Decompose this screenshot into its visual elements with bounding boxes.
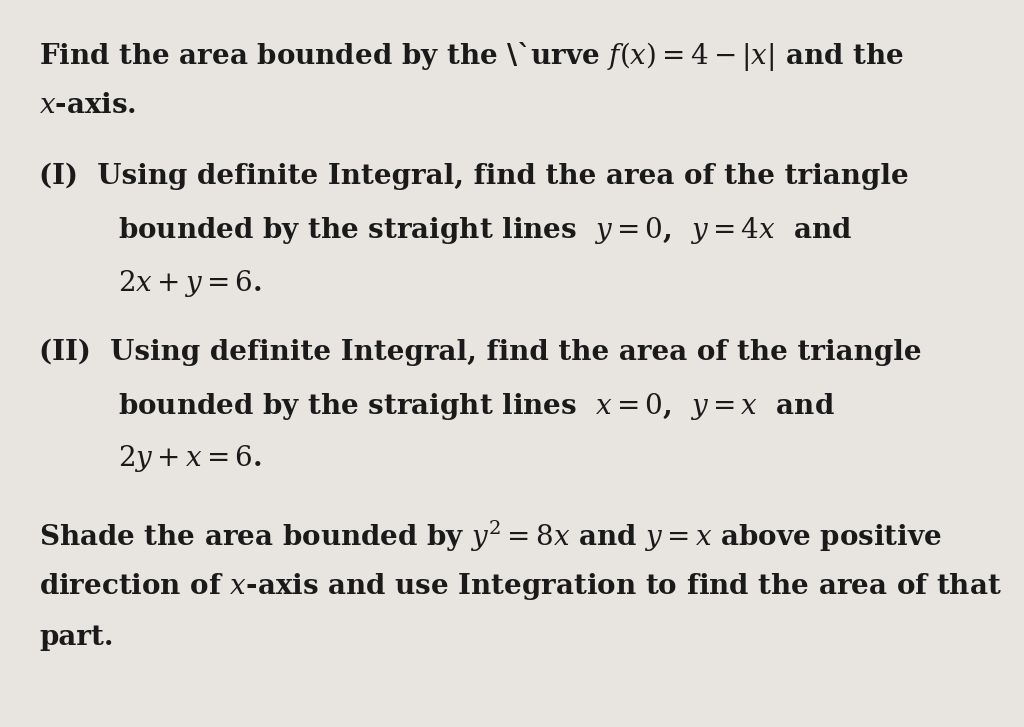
Text: $2x+y=6$.: $2x+y=6$. [118, 268, 261, 299]
Text: bounded by the straight lines  $y=0$,  $y=4x$  and: bounded by the straight lines $y=0$, $y=… [118, 215, 852, 246]
Text: (I)  Using definite Integral, find the area of the triangle: (I) Using definite Integral, find the ar… [39, 163, 908, 190]
Text: (II)  Using definite Integral, find the area of the triangle: (II) Using definite Integral, find the a… [39, 338, 922, 366]
Text: bounded by the straight lines  $x=0$,  $y=x$  and: bounded by the straight lines $x=0$, $y=… [118, 390, 835, 422]
Text: part.: part. [39, 624, 114, 651]
Text: direction of $x$-axis and use Integration to find the area of that: direction of $x$-axis and use Integratio… [39, 571, 1001, 602]
Text: $x$-axis.: $x$-axis. [39, 92, 136, 119]
Text: Shade the area bounded by $y^2=8x$ and $y=x$ above positive: Shade the area bounded by $y^2=8x$ and $… [39, 519, 942, 554]
Text: $2y+x=6$.: $2y+x=6$. [118, 443, 261, 474]
Text: Find the area bounded by the \`urve $f(x)=4-|x|$ and the: Find the area bounded by the \`urve $f(x… [39, 40, 904, 73]
